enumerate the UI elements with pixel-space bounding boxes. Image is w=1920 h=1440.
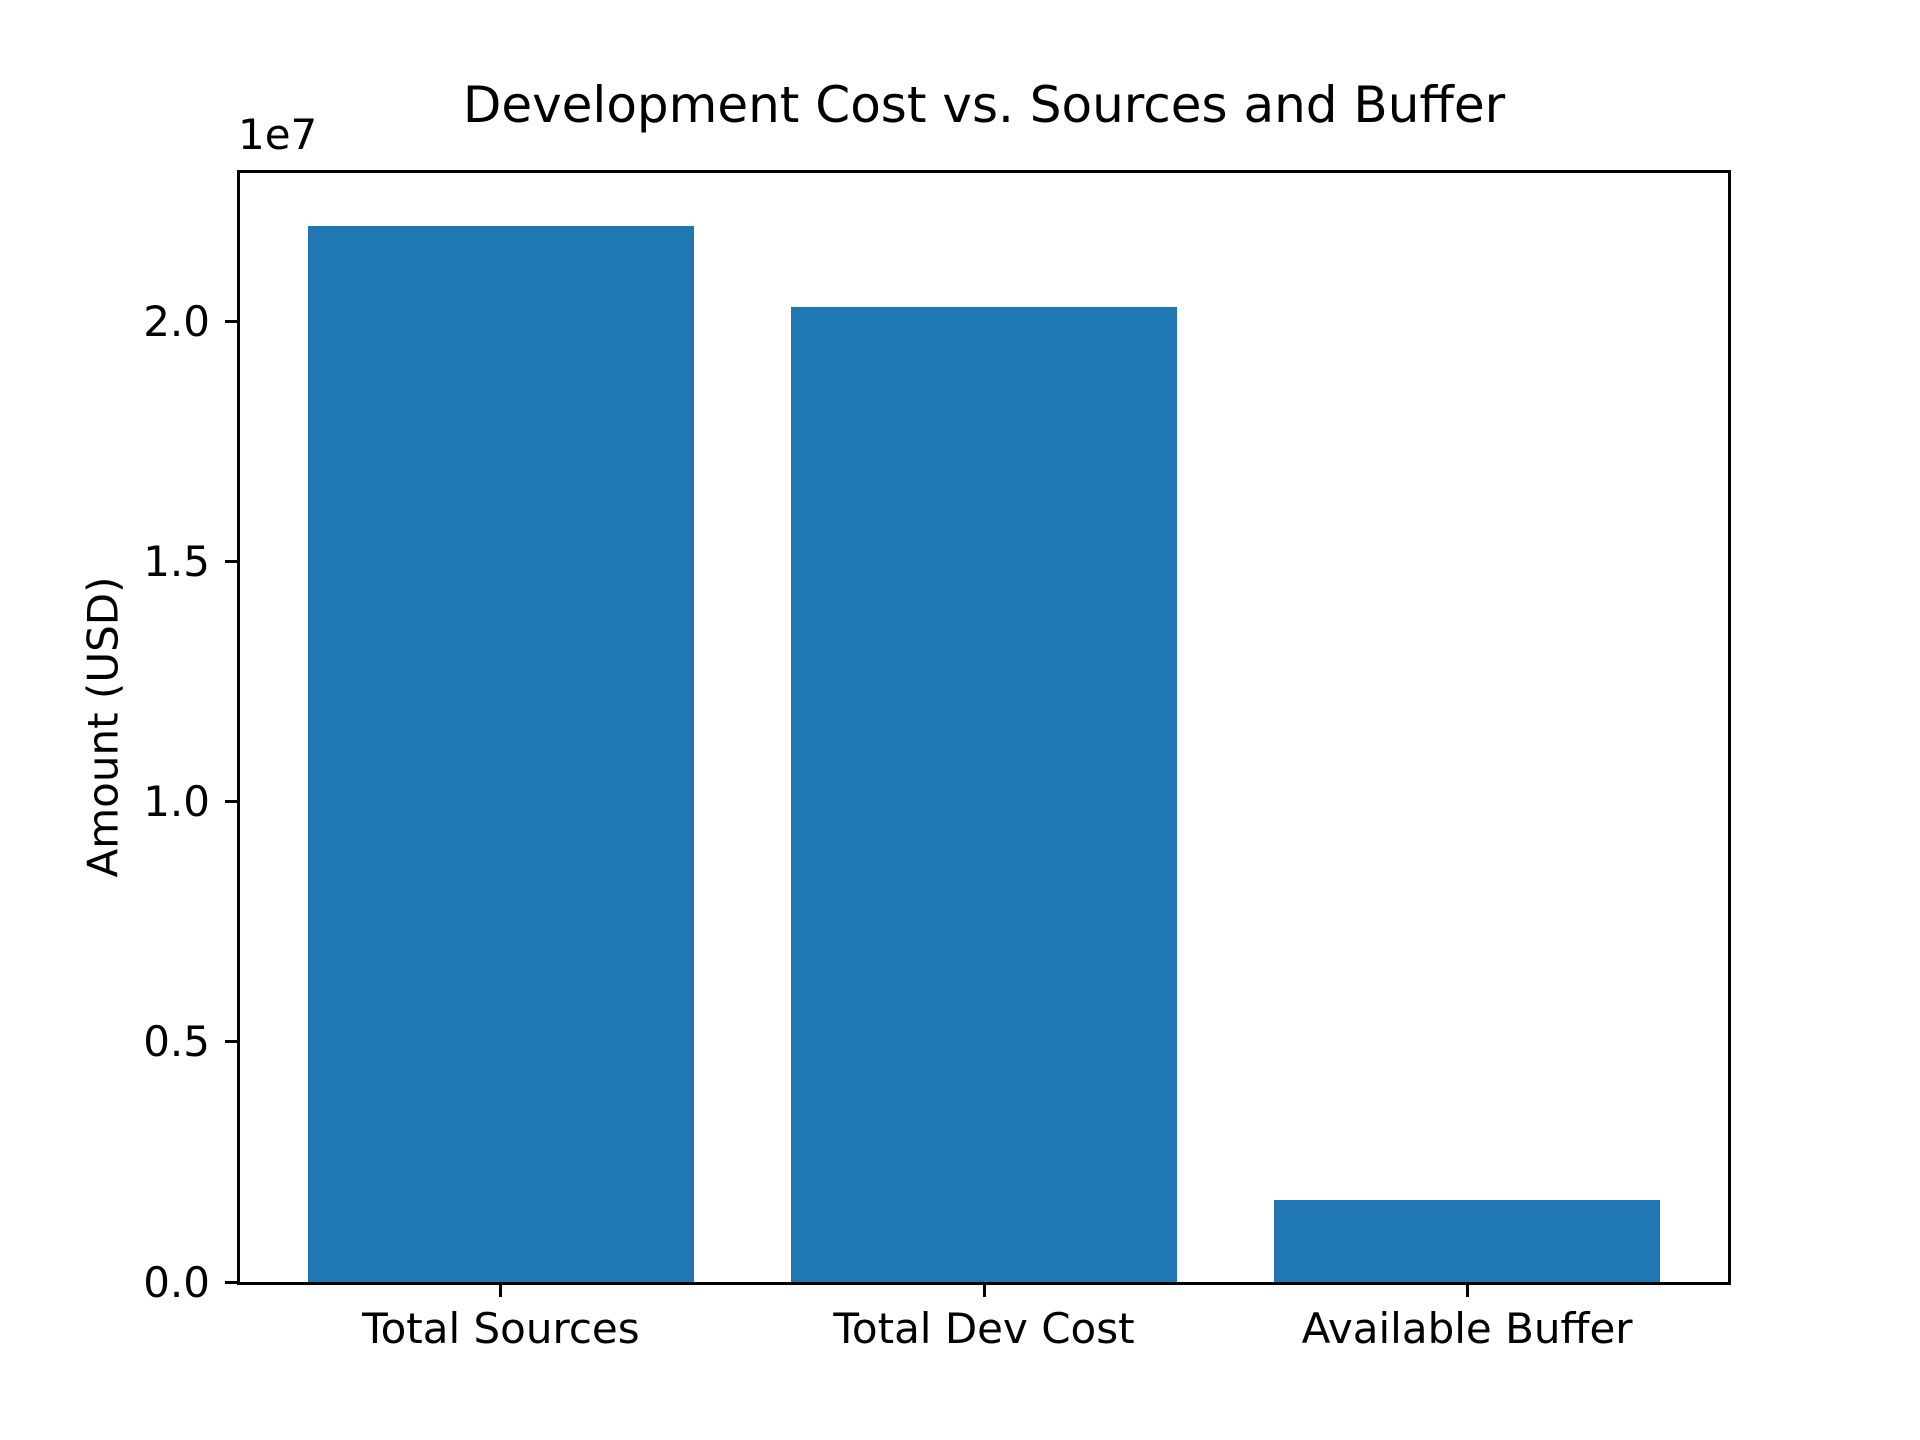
y-tick-label: 0.0 [143,1257,210,1307]
bar-total-sources [307,225,695,1282]
y-tick-label: 2.0 [143,297,210,347]
bar-available-buffer [1273,1200,1661,1282]
y-axis-offset-label: 1e7 [238,110,318,159]
x-tick-mark [1465,1282,1469,1297]
y-axis-label: Amount (USD) [78,576,128,878]
x-tick-label-total-dev-cost: Total Dev Cost [833,1304,1135,1353]
y-tick-label: 1.0 [143,777,210,827]
chart-title: Development Cost vs. Sources and Buffer [462,76,1506,134]
y-tick-label: 1.5 [143,537,210,587]
x-tick-mark [499,1282,503,1297]
y-tick-mark [225,1280,240,1284]
y-tick-mark [225,800,240,804]
bar-total-dev-cost [790,307,1178,1282]
y-tick-mark [225,560,240,564]
x-tick-label-available-buffer: Available Buffer [1301,1304,1633,1353]
x-tick-label-total-sources: Total Sources [362,1304,640,1353]
y-tick-mark [225,1040,240,1044]
plot-area [237,170,1731,1285]
y-tick-label: 0.5 [143,1017,210,1067]
y-tick-mark [225,320,240,324]
x-tick-mark [982,1282,986,1297]
